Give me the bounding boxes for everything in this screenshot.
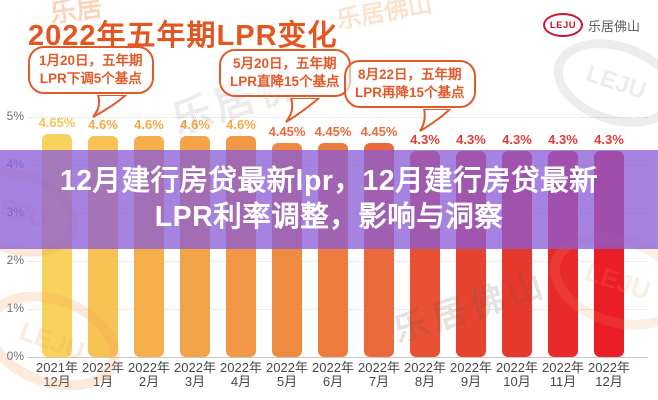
headline-line1: 12月建行房贷最新lpr，12月建行房贷最新	[59, 164, 599, 197]
x-tick-year: 2022年	[496, 360, 538, 375]
bar-value-label: 4.6%	[226, 117, 256, 132]
speech-tail-icon	[92, 95, 128, 118]
x-tick-month: 6月	[322, 374, 344, 389]
x-tick-month: 3月	[184, 374, 206, 389]
bar-value-label: 4.6%	[180, 117, 210, 132]
bar-value-label: 4.3%	[502, 132, 532, 147]
x-tick-month: 1月	[92, 374, 114, 389]
bar-value-label: 4.45%	[360, 124, 398, 139]
x-tick-month: 12月	[43, 374, 71, 389]
x-axis-tick: 2022年 1月	[71, 361, 135, 389]
x-tick-year: 2022年	[588, 360, 630, 375]
callout-august: 8月22日，五年期 LPR再降15个基点	[344, 60, 476, 132]
bar-value-label: 4.3%	[548, 132, 578, 147]
callout-may-line1: 5月20日，五年期	[233, 56, 337, 71]
y-axis-tick: 0%	[6, 349, 24, 363]
y-axis-tick: 5%	[6, 109, 24, 123]
x-tick-month: 2月	[138, 374, 160, 389]
x-axis-tick: 2022年 8月	[393, 361, 457, 389]
bar-value-label: 4.6%	[88, 117, 118, 132]
x-tick-year: 2022年	[404, 360, 446, 375]
x-axis-tick: 2022年 2月	[117, 361, 181, 389]
x-tick-year: 2022年	[266, 360, 308, 375]
speech-tail-icon	[285, 98, 321, 123]
x-tick-year: 2022年	[128, 360, 170, 375]
headline-overlay: 12月建行房贷最新lpr，12月建行房贷最新 LPR利率调整，影响与洞察	[0, 150, 658, 249]
gridline	[28, 117, 648, 118]
speech-tail-icon	[419, 109, 452, 132]
bar-value-label: 4.3%	[410, 132, 440, 147]
callout-january: 1月20日，五年期 LPR下调5个基点	[28, 46, 154, 118]
x-axis-tick: 2022年 4月	[209, 361, 273, 389]
x-tick-year: 2022年	[450, 360, 492, 375]
x-tick-year: 2022年	[220, 360, 262, 375]
x-tick-month: 10月	[503, 374, 531, 389]
x-tick-year: 2022年	[82, 360, 124, 375]
x-tick-month: 11月	[549, 374, 577, 389]
callout-may-line2: LPR直降15个基点	[230, 74, 340, 90]
leju-logo-text: LEJU	[549, 19, 577, 31]
callout-august-line2: LPR再降15个基点	[355, 85, 465, 101]
x-tick-month: 5月	[276, 374, 298, 389]
bar-value-label: 4.65%	[38, 115, 76, 130]
x-tick-year: 2022年	[174, 360, 216, 375]
x-axis-tick: 2022年 11月	[531, 361, 595, 389]
bar-value-label: 4.45%	[314, 124, 352, 139]
x-tick-month: 12月	[595, 374, 623, 389]
bar-value-label: 4.3%	[594, 132, 624, 147]
x-axis-tick: 2022年 12月	[577, 361, 641, 389]
x-tick-month: 7月	[368, 374, 390, 389]
x-tick-month: 8月	[414, 374, 436, 389]
x-tick-month: 9月	[460, 374, 482, 389]
x-axis-tick: 2021年 12月	[25, 361, 89, 389]
bar-value-label: 4.3%	[456, 132, 486, 147]
headline-line2: LPR利率调整，影响与洞察	[154, 200, 504, 233]
y-axis-tick: 1%	[6, 301, 24, 315]
x-axis-tick: 2022年 6月	[301, 361, 365, 389]
x-axis-tick: 2022年 9月	[439, 361, 503, 389]
x-tick-year: 2022年	[358, 360, 400, 375]
x-tick-year: 2022年	[542, 360, 584, 375]
x-axis-tick: 2022年 10月	[485, 361, 549, 389]
x-axis-tick: 2022年 3月	[163, 361, 227, 389]
callout-august-line1: 8月22日，五年期	[358, 67, 462, 82]
callout-may: 5月20日，五年期 LPR直降15个基点	[219, 49, 351, 123]
x-tick-month: 4月	[230, 374, 252, 389]
y-axis-tick: 2%	[6, 253, 24, 267]
callout-january-line2: LPR下调5个基点	[39, 71, 142, 87]
x-axis-tick: 2022年 7月	[347, 361, 411, 389]
leju-logo-icon: LEJU	[542, 13, 583, 37]
x-axis-line	[28, 357, 648, 358]
bar-value-label: 4.6%	[134, 117, 164, 132]
x-tick-year: 2021年	[36, 360, 78, 375]
callout-january-line1: 1月20日，五年期	[39, 53, 143, 68]
x-axis-tick: 2022年 5月	[255, 361, 319, 389]
leju-logo: LEJU 乐居佛山	[542, 13, 640, 37]
x-tick-year: 2022年	[312, 360, 354, 375]
bar-value-label: 4.45%	[268, 124, 306, 139]
leju-site-name: 乐居佛山	[587, 18, 640, 34]
